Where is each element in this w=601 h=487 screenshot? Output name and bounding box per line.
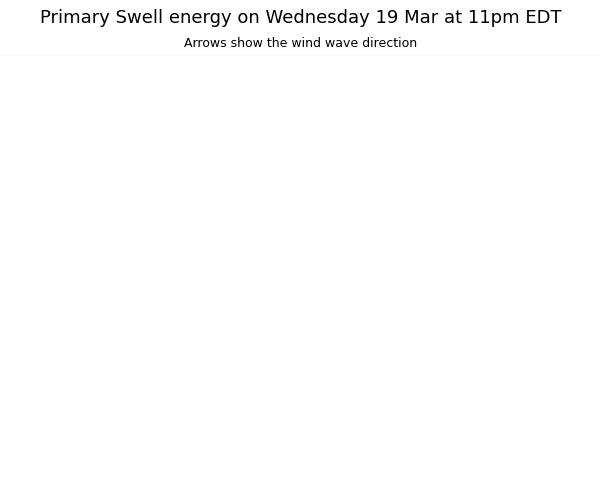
- Text: Arrows show the wind wave direction: Arrows show the wind wave direction: [184, 37, 417, 50]
- Text: cartopy required: cartopy required: [219, 262, 382, 281]
- Text: Primary Swell energy on Wednesday 19 Mar at 11pm EDT: Primary Swell energy on Wednesday 19 Mar…: [40, 9, 561, 27]
